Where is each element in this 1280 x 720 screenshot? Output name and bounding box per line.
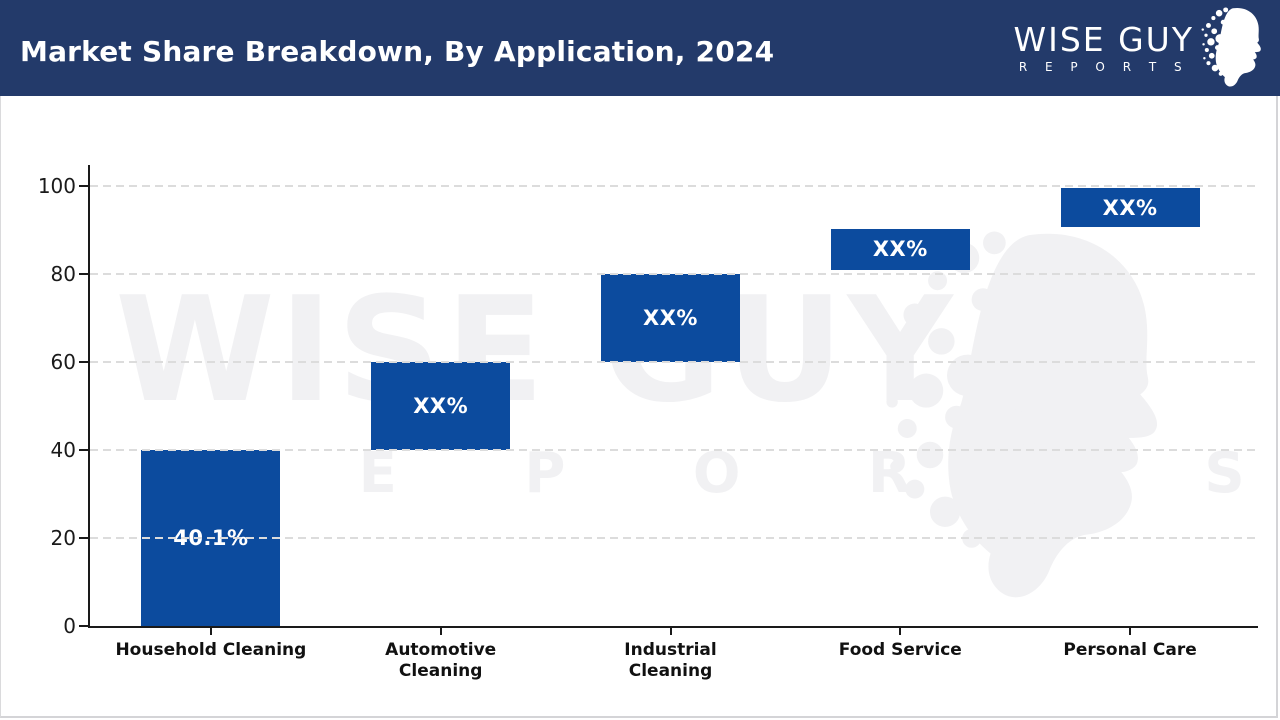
x-axis-spine [88, 626, 1258, 628]
category-label: Food Service [838, 640, 962, 660]
y-tick-label: 40 [50, 438, 76, 462]
gridline [90, 537, 1256, 539]
bar-4: XX% [830, 229, 970, 270]
y-tick-mark [79, 273, 88, 275]
logo-wordmark: WISE GUY [1013, 20, 1194, 59]
x-tick-mark [209, 627, 212, 635]
header-bar: Market Share Breakdown, By Application, … [0, 0, 1280, 96]
bar-2: XX% [371, 362, 511, 450]
x-tick-mark [439, 627, 442, 635]
bar-value-label: XX% [413, 394, 469, 418]
wise-guy-logo: WISE GUY R E P O R T S [1013, 5, 1270, 91]
bar-5: XX% [1060, 187, 1200, 228]
bar-value-label: XX% [1102, 195, 1158, 220]
bar-value-label: XX% [643, 306, 698, 330]
y-tick-label: 80 [50, 262, 76, 286]
y-tick-label: 20 [50, 526, 76, 550]
category-label: Household Cleaning [115, 640, 307, 660]
gridline [90, 185, 1256, 187]
page-title: Market Share Breakdown, By Application, … [20, 34, 775, 68]
y-tick-mark [79, 185, 88, 187]
y-tick-mark [79, 625, 88, 627]
logo-text: WISE GUY R E P O R T S [1013, 23, 1194, 73]
y-tick-label: 60 [50, 350, 76, 374]
logo-subtitle: R E P O R T S [1018, 60, 1189, 74]
x-tick-mark [669, 627, 672, 635]
bar-3: XX% [601, 274, 740, 362]
logo-head-profile-icon [1196, 5, 1266, 91]
y-tick-mark [79, 537, 88, 539]
category-label: Industrial Cleaning [624, 640, 717, 681]
y-tick-mark [79, 449, 88, 451]
y-tick-mark [79, 361, 88, 363]
x-tick-mark [1129, 627, 1132, 635]
bar-value-label: XX% [872, 237, 928, 262]
gridline [90, 273, 1256, 275]
gridline [90, 361, 1256, 363]
category-label: Automotive Cleaning [385, 640, 497, 681]
y-tick-label: 100 [37, 174, 76, 198]
y-axis-spine [88, 165, 90, 628]
category-label: Personal Care [1063, 640, 1197, 660]
y-tick-label: 0 [63, 614, 76, 638]
gridline [90, 449, 1256, 451]
x-tick-mark [899, 627, 902, 635]
